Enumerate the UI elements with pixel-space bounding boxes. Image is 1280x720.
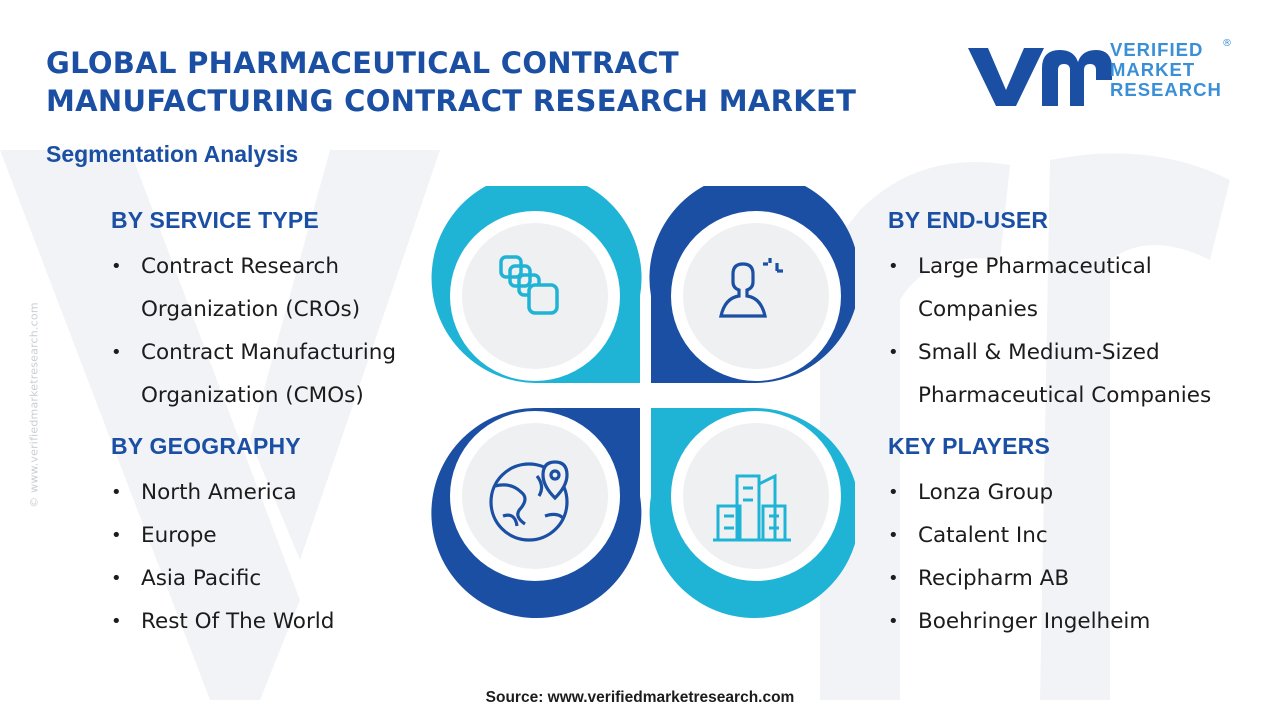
logo-line-3: RESEARCH	[1110, 79, 1222, 100]
list-item: • Small & Medium-Sized	[888, 340, 1160, 365]
geography-list: • North America • Europe • Asia Pacific • Re…	[111, 471, 334, 643]
list-item: • Europe	[111, 523, 217, 548]
list-item-text: Lonza Group	[918, 480, 1054, 505]
section-heading: KEY PLAYERS	[888, 433, 1050, 459]
list-item-text: Contract Manufacturing	[141, 340, 397, 365]
buildings-icon	[713, 473, 791, 542]
list-item-text: Organization (CROs)	[141, 297, 361, 322]
petal-top-right	[649, 186, 855, 383]
logo-line-1: VERIFIED	[1110, 39, 1204, 60]
list-item: Companies	[888, 288, 1211, 331]
side-watermark: © www.verifiedmarketresearch.com	[27, 302, 41, 508]
list-item-text: Asia Pacific	[141, 566, 262, 591]
list-item: • Contract Research	[111, 254, 339, 279]
section-heading: BY SERVICE TYPE	[111, 207, 319, 233]
list-item: Organization (CMOs)	[111, 374, 396, 417]
list-item-text: Companies	[918, 297, 1038, 322]
globe-location-icon	[489, 460, 569, 542]
list-item-text: Pharmaceutical Companies	[918, 383, 1212, 408]
user-profile-icon	[719, 258, 783, 318]
title-line-1: GLOBAL PHARMACEUTICAL CONTRACT	[46, 46, 679, 80]
list-item-text: Organization (CMOs)	[141, 383, 364, 408]
list-item-text: Catalent Inc	[918, 523, 1048, 548]
list-item: Organization (CROs)	[111, 288, 396, 331]
key-players-list: • Lonza Group • Catalent Inc • Recipharm AB…	[888, 471, 1150, 643]
list-item-text: Contract Research	[141, 254, 339, 279]
source-note: Source: www.verifiedmarketresearch.com	[485, 689, 795, 706]
section-service-type: BY SERVICE TYPE • Contract Research Organ…	[111, 207, 396, 417]
stacked-squares-icon	[499, 255, 559, 315]
logo-line-2: MARKET	[1110, 59, 1196, 80]
section-key-players: KEY PLAYERS • Lonza Group • Catalent Inc •…	[888, 433, 1150, 643]
list-item: • Lonza Group	[888, 480, 1054, 505]
end-user-list: • Large Pharmaceutical Companies • Small &…	[888, 245, 1211, 417]
petal-top-left	[431, 186, 642, 383]
list-item: • Large Pharmaceutical	[888, 254, 1152, 279]
page-subtitle: Segmentation Analysis	[46, 141, 299, 167]
vmr-logo-icon	[968, 48, 1112, 106]
section-heading: BY END-USER	[888, 207, 1049, 233]
list-item: Pharmaceutical Companies	[888, 374, 1211, 417]
page-title: GLOBAL PHARMACEUTICAL CONTRACT MANUFACTU…	[46, 44, 926, 120]
list-item: • Asia Pacific	[111, 566, 262, 591]
list-item: • Catalent Inc	[888, 523, 1048, 548]
list-item: • Boehringer Ingelheim	[888, 609, 1151, 634]
section-end-user: BY END-USER • Large Pharmaceutical Compan…	[888, 207, 1211, 417]
service-type-list: • Contract Research Organization (CROs) •…	[111, 245, 396, 417]
petal-bottom-left	[431, 408, 642, 618]
list-item-text: Europe	[141, 523, 217, 548]
section-geography: BY GEOGRAPHY • North America • Europe • Asi…	[111, 433, 334, 643]
list-item-text: Small & Medium-Sized	[918, 340, 1160, 365]
section-heading: BY GEOGRAPHY	[111, 433, 301, 459]
list-item: • Recipharm AB	[888, 566, 1070, 591]
list-item: • Contract Manufacturing	[111, 340, 397, 365]
petal-bottom-right	[649, 408, 855, 618]
logo-wordmark: VERIFIED MARKET RESEARCH	[1110, 40, 1222, 100]
list-item: • Rest Of The World	[111, 609, 335, 634]
segmentation-diagram	[431, 186, 855, 618]
list-item-text: Rest Of The World	[141, 609, 335, 634]
list-item: • North America	[111, 480, 297, 505]
list-item-text: Boehringer Ingelheim	[918, 609, 1151, 634]
list-item-text: Recipharm AB	[918, 566, 1070, 591]
title-line-2: MANUFACTURING CONTRACT RESEARCH MARKET	[46, 84, 857, 118]
list-item-text: Large Pharmaceutical	[918, 254, 1152, 279]
registered-mark: ®	[1222, 38, 1232, 49]
list-item-text: North America	[141, 480, 297, 505]
